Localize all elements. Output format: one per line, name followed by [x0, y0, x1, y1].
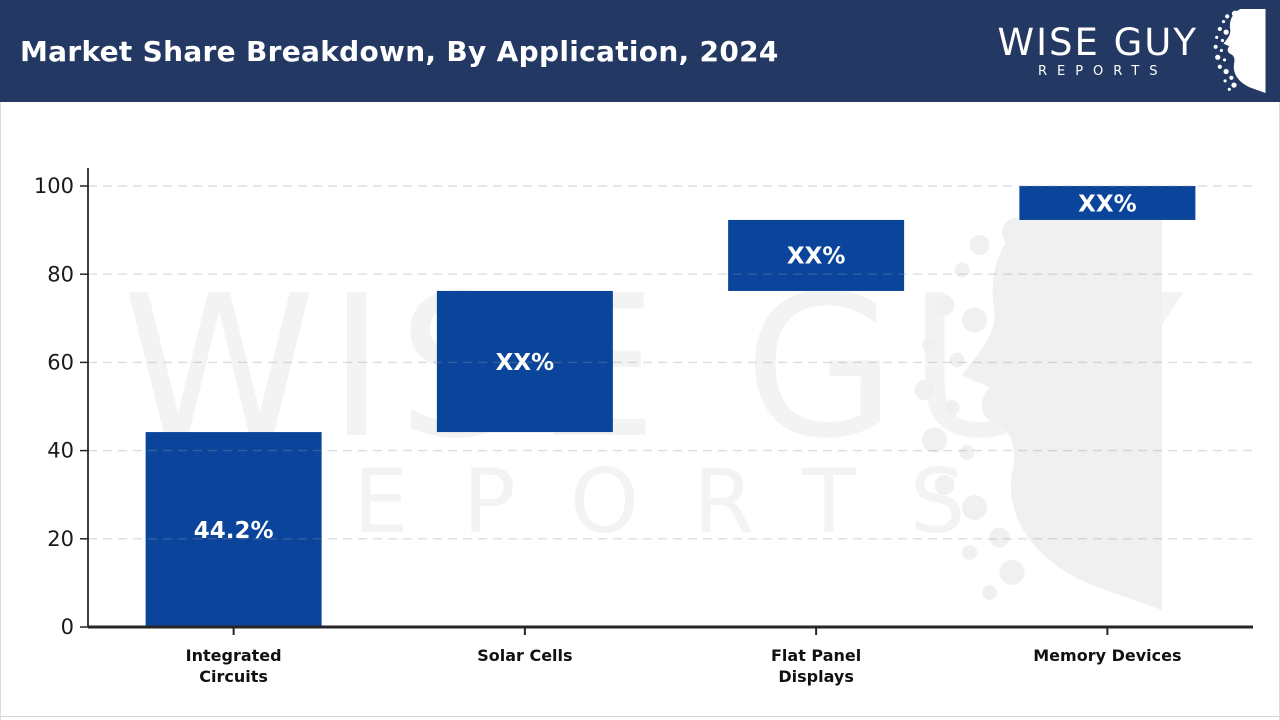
bar-value-label: XX%	[1078, 191, 1137, 217]
x-tick-label: Integrated Circuits	[186, 646, 282, 686]
page-border-left	[0, 102, 1, 720]
brand-logo: WISE GUY REPORTS	[998, 9, 1266, 93]
y-tick-label: 100	[34, 174, 74, 198]
chart-canvas: WISE GUY REPORTS 44.2% XX% XX% XX% 0 20 40 60 80…	[0, 102, 1280, 720]
brand-face-icon	[1202, 9, 1266, 93]
x-tick-label: Solar Cells	[477, 646, 572, 665]
page-title: Market Share Breakdown, By Application, …	[20, 34, 779, 68]
bar-value-label: XX%	[496, 350, 555, 376]
bar	[1019, 186, 1196, 220]
y-tick-label: 40	[47, 439, 74, 463]
bar	[436, 290, 613, 433]
y-tick-label: 80	[47, 262, 74, 286]
page-border-bottom	[0, 716, 1280, 717]
bar-value-label: 44.2%	[194, 518, 274, 544]
brand-name: WISE GUY	[997, 21, 1198, 64]
header: Market Share Breakdown, By Application, …	[0, 0, 1280, 102]
y-tick-label: 0	[61, 615, 74, 639]
x-tick-label: Memory Devices	[1033, 646, 1181, 665]
brand-subname: REPORTS	[1037, 64, 1168, 79]
x-tick-label: Flat Panel Displays	[771, 646, 861, 686]
y-tick-label: 20	[47, 527, 74, 551]
y-tick-label: 60	[47, 351, 74, 375]
bar	[145, 432, 322, 627]
watermark-text-line2: REPORTS	[238, 450, 1020, 553]
bar-value-label: XX%	[787, 244, 846, 270]
bar	[728, 219, 905, 291]
brand-logo-text: WISE GUY REPORTS	[998, 24, 1198, 78]
chart-svg: 44.2% XX% XX% XX% 0 20 40 60 80 100 Integrated Circ…	[34, 168, 1253, 686]
